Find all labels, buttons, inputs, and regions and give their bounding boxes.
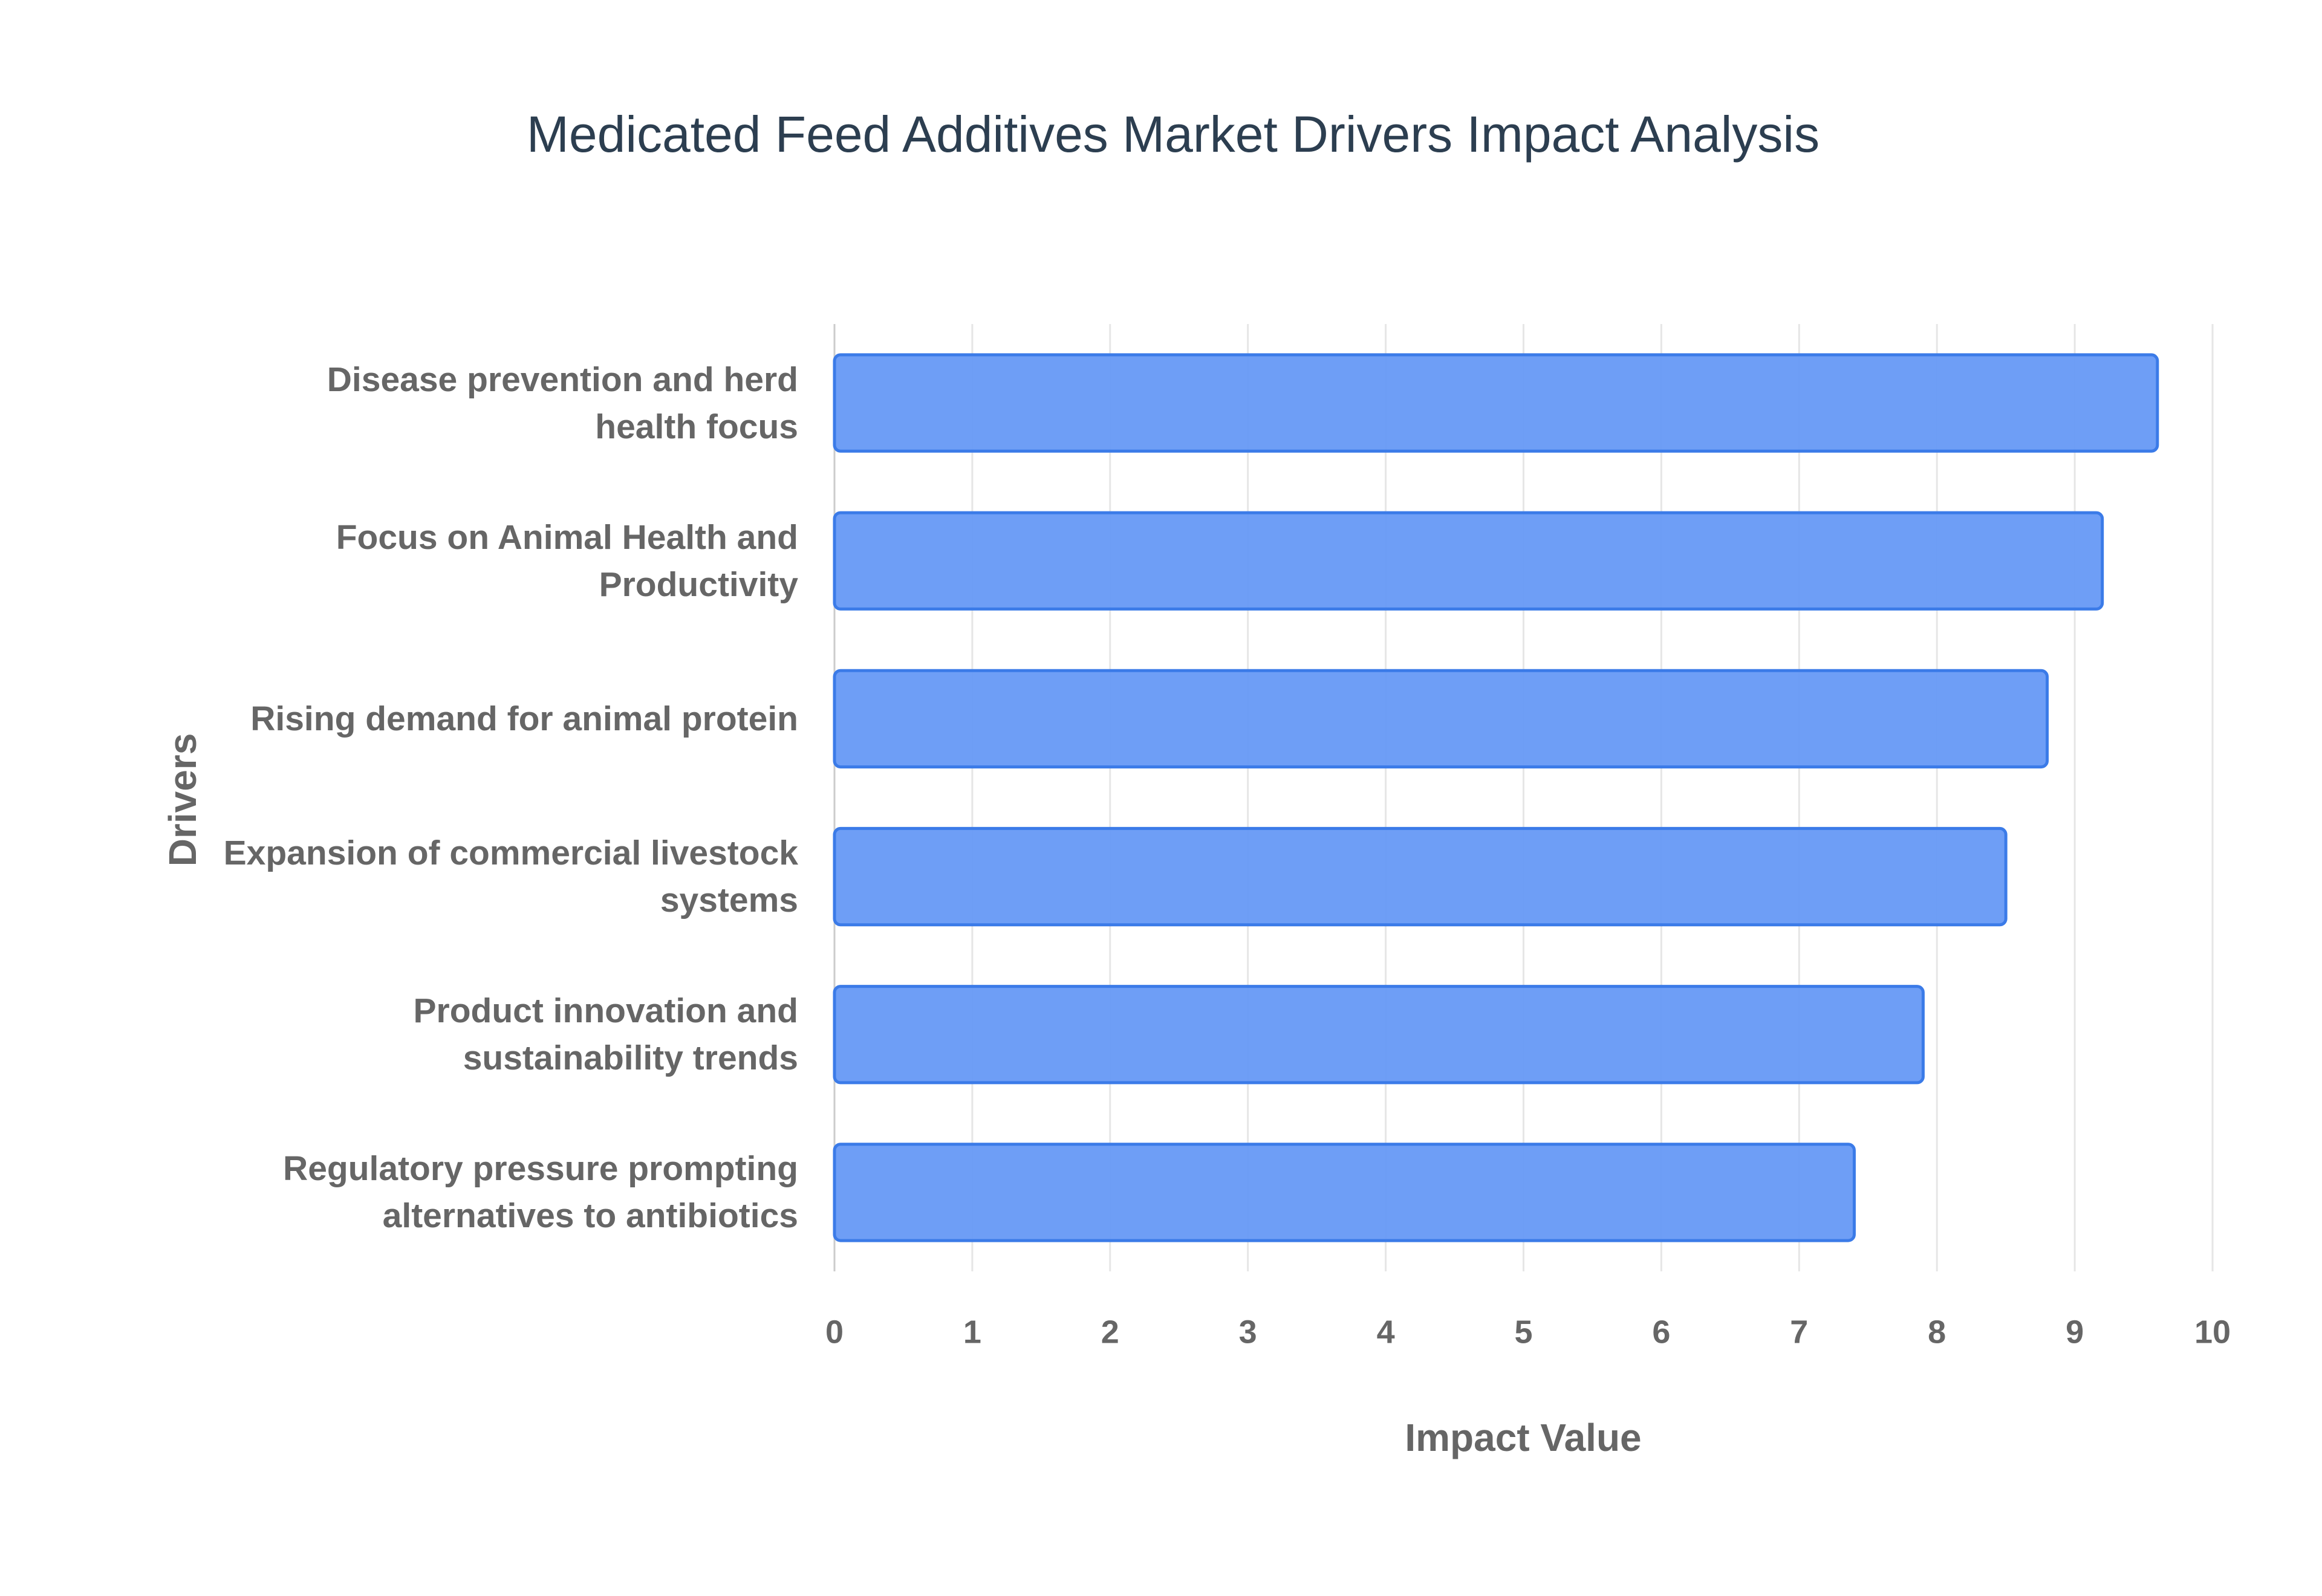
x-tick-label: 5 [1514,1314,1532,1350]
x-tick-label: 6 [1652,1314,1670,1350]
y-tick-label: Expansion of commercial livestock system… [223,834,798,920]
bar [833,985,1925,1085]
y-axis-title: Drivers [161,733,204,867]
y-tick-label: Focus on Animal Health and Productivity [336,517,798,604]
y-tick-label: Product innovation and sustainability tr… [413,991,799,1078]
bar [833,669,2049,769]
x-tick-label: 0 [825,1314,844,1350]
bar [833,353,2159,453]
bar [833,511,2104,611]
x-tick-label: 4 [1377,1314,1395,1350]
x-tick-label: 10 [2194,1314,2231,1350]
x-axis-title: Impact Value [1405,1416,1641,1459]
x-tick-label: 8 [1928,1314,1946,1350]
chart-title: Medicated Feed Additives Market Drivers … [527,106,1820,163]
x-tick-label: 7 [1790,1314,1808,1350]
x-tick-label: 3 [1239,1314,1257,1350]
x-tick-label: 9 [2066,1314,2084,1350]
y-tick-label: Regulatory pressure prompting alternativ… [283,1149,798,1236]
y-tick-label: Disease prevention and herd health focus [327,360,798,446]
y-tick-label: Rising demand for animal protein [250,699,798,738]
x-tick-label: 1 [963,1314,981,1350]
bar [833,826,2008,927]
bar [833,1143,1856,1242]
x-tick-label: 2 [1101,1314,1119,1350]
